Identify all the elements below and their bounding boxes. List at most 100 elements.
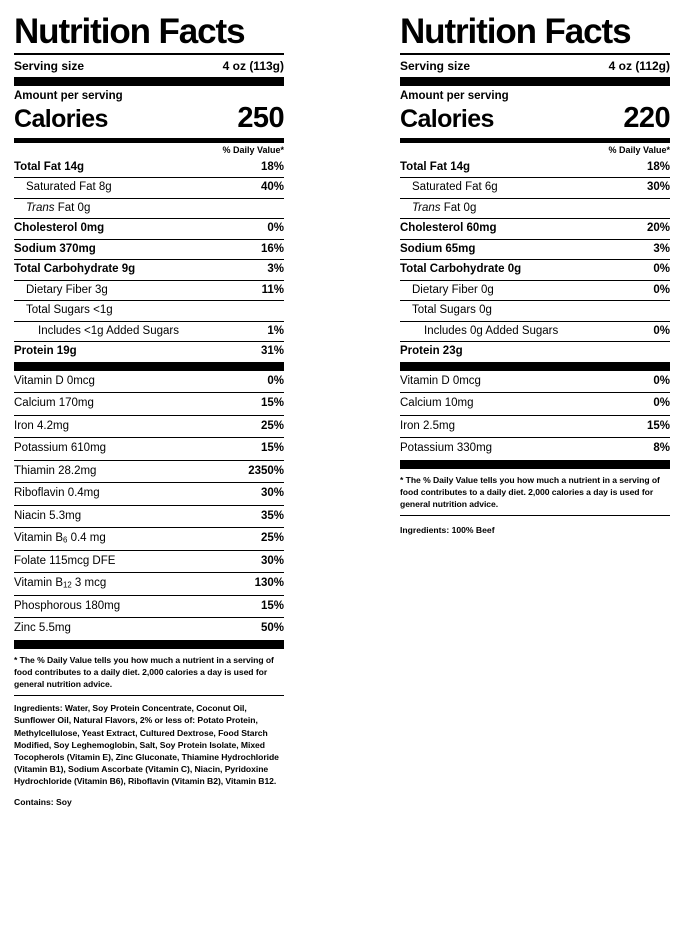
nutrient-name: Includes <1g Added Sugars — [38, 324, 179, 337]
micronutrient-name: Potassium 610mg — [14, 442, 107, 455]
micronutrient-daily-value: 2350% — [248, 464, 284, 477]
nutrient-row-rule — [400, 300, 670, 302]
nutrient-name: Saturated Fat 8g — [26, 181, 112, 194]
nutrient-daily-value: 18% — [260, 160, 284, 173]
micronutrient-daily-value: 25% — [260, 532, 284, 545]
micronutrient-separator-bar — [14, 361, 284, 371]
micronutrient-row-rule — [14, 414, 284, 416]
nutrient-row-rule — [400, 279, 670, 281]
nutrient-daily-value: 16% — [260, 242, 284, 255]
serving-size-value: 4 oz (113g) — [222, 58, 284, 73]
calories-separator-bar — [400, 137, 670, 143]
micronutrient-row: Calcium 10mg 0% — [400, 393, 670, 415]
nutrient-row: Sodium 370mg 16% — [14, 240, 284, 260]
micronutrient-name: Niacin 5.3mg — [14, 509, 82, 522]
nutrient-daily-value: 0% — [267, 222, 284, 235]
micronutrient-daily-value: 15% — [646, 419, 670, 432]
nutrient-row-rule — [14, 341, 284, 343]
amount-per-serving-label: Amount per serving — [400, 89, 509, 102]
nutrient-row: Dietary Fiber 3g 11% — [14, 281, 284, 301]
micronutrient-row: Vitamin D 0mcg 0% — [14, 371, 284, 393]
serving-separator-bar — [14, 76, 284, 86]
nutrient-name: Saturated Fat 6g — [412, 181, 498, 194]
micronutrient-name: Potassium 330mg — [400, 442, 493, 455]
micronutrient-name: Vitamin D 0mcg — [14, 374, 95, 387]
nutrient-row: Trans Fat 0g — [14, 199, 284, 219]
nutrient-name: Includes 0g Added Sugars — [424, 324, 559, 337]
micronutrient-row-rule — [400, 414, 670, 416]
nutrient-name: Trans Fat 0g — [412, 201, 477, 214]
nutrient-row: Cholesterol 60mg 20% — [400, 219, 670, 239]
micronutrient-row-rule — [14, 617, 284, 619]
ingredients-text: Ingredients: 100% Beef — [400, 525, 495, 536]
micronutrient-daily-value: 15% — [260, 599, 284, 612]
nutrient-name: Total Sugars <1g — [26, 304, 113, 317]
micronutrient-name: Riboflavin 0.4mg — [14, 487, 100, 500]
micronutrient-row: Vitamin B6 0.4 mg 25% — [14, 528, 284, 550]
micronutrient-row-rule — [14, 459, 284, 461]
nutrient-daily-value: 20% — [646, 222, 670, 235]
nutrient-row: Cholesterol 0mg 0% — [14, 219, 284, 239]
micronutrient-daily-value: 15% — [260, 442, 284, 455]
micronutrient-rows-right: Vitamin D 0mcg 0% Calcium 10mg 0% Iron 2.5mg… — [400, 371, 670, 460]
nutrient-name: Sodium 65mg — [400, 242, 476, 255]
micronutrient-row: Vitamin B12 3 mcg 130% — [14, 573, 284, 595]
vitamin-subscript: 6 — [63, 535, 68, 545]
micronutrient-row: Potassium 610mg 15% — [14, 438, 284, 460]
nutrient-row-rule — [14, 218, 284, 220]
nutrient-name: Total Sugars 0g — [412, 304, 492, 317]
micronutrient-daily-value: 0% — [653, 397, 670, 410]
nutrient-row-rule — [14, 197, 284, 199]
title-rule — [14, 52, 284, 55]
nutrient-name: Protein 19g — [14, 345, 77, 358]
micronutrient-row-rule — [400, 437, 670, 439]
nutrient-name: Dietary Fiber 0g — [412, 283, 494, 296]
nutrient-name-italic-prefix: Trans — [26, 201, 55, 214]
vitamin-subscript: 12 — [63, 580, 72, 590]
nutrient-name: Protein 23g — [400, 345, 463, 358]
micronutrient-row: Thiamin 28.2mg 2350% — [14, 461, 284, 483]
calories-value: 250 — [237, 102, 284, 135]
nutrient-name: Cholesterol 60mg — [400, 222, 497, 235]
daily-value-header: % Daily Value* — [608, 144, 670, 155]
serving-size-row: Serving size 4 oz (113g) — [14, 55, 284, 77]
nutrient-row-rule — [400, 238, 670, 240]
nutrient-row-rule — [400, 197, 670, 199]
micronutrient-row: Iron 4.2mg 25% — [14, 416, 284, 438]
micronutrient-row-rule — [14, 437, 284, 439]
calories-separator-bar — [14, 137, 284, 143]
nutrient-row: Total Carbohydrate 9g 3% — [14, 260, 284, 280]
nutrient-row: Trans Fat 0g — [400, 199, 670, 219]
amount-per-serving-label: Amount per serving — [14, 89, 123, 102]
calories-row: Calories 220 — [400, 102, 671, 137]
footnote-separator-bar — [14, 639, 284, 649]
nutrient-row: Protein 19g 31% — [14, 342, 284, 362]
micronutrient-row-rule — [14, 549, 284, 551]
serving-size-label: Serving size — [400, 58, 471, 73]
micronutrient-row: Zinc 5.5mg 50% — [14, 618, 284, 640]
nutrient-name: Trans Fat 0g — [26, 201, 91, 214]
nutrient-row-rule — [400, 177, 670, 179]
micronutrient-name: Vitamin B6 0.4 mg — [14, 532, 106, 545]
calories-value: 220 — [623, 102, 670, 135]
micronutrient-row-rule — [14, 594, 284, 596]
micronutrient-name: Folate 115mcg DFE — [14, 554, 116, 567]
nutrient-row: Total Carbohydrate 0g 0% — [400, 260, 670, 280]
daily-value-header: % Daily Value* — [222, 144, 284, 155]
nutrient-rows-right: Total Fat 14g 18% Saturated Fat 6g 30% Trans… — [400, 158, 670, 362]
nutrient-name-italic-prefix: Trans — [412, 201, 441, 214]
micronutrient-row: Niacin 5.3mg 35% — [14, 506, 284, 528]
nutrient-row: Dietary Fiber 0g 0% — [400, 281, 670, 301]
nutrient-daily-value: 0% — [653, 283, 670, 296]
nutrient-row: Protein 23g — [400, 342, 670, 362]
nutrient-daily-value: 3% — [267, 263, 284, 276]
nutrient-row: Saturated Fat 8g 40% — [14, 178, 284, 198]
nutrient-daily-value: 30% — [646, 181, 670, 194]
nutrient-name: Sodium 370mg — [14, 242, 96, 255]
micronutrient-daily-value: 0% — [653, 374, 670, 387]
micronutrient-row-rule — [14, 527, 284, 529]
micronutrient-daily-value: 25% — [260, 419, 284, 432]
nutrient-daily-value: 0% — [653, 324, 670, 337]
ingredients-text: Ingredients: Water, Soy Protein Concentr… — [14, 703, 279, 787]
nutrient-row: Total Sugars 0g — [400, 301, 670, 321]
